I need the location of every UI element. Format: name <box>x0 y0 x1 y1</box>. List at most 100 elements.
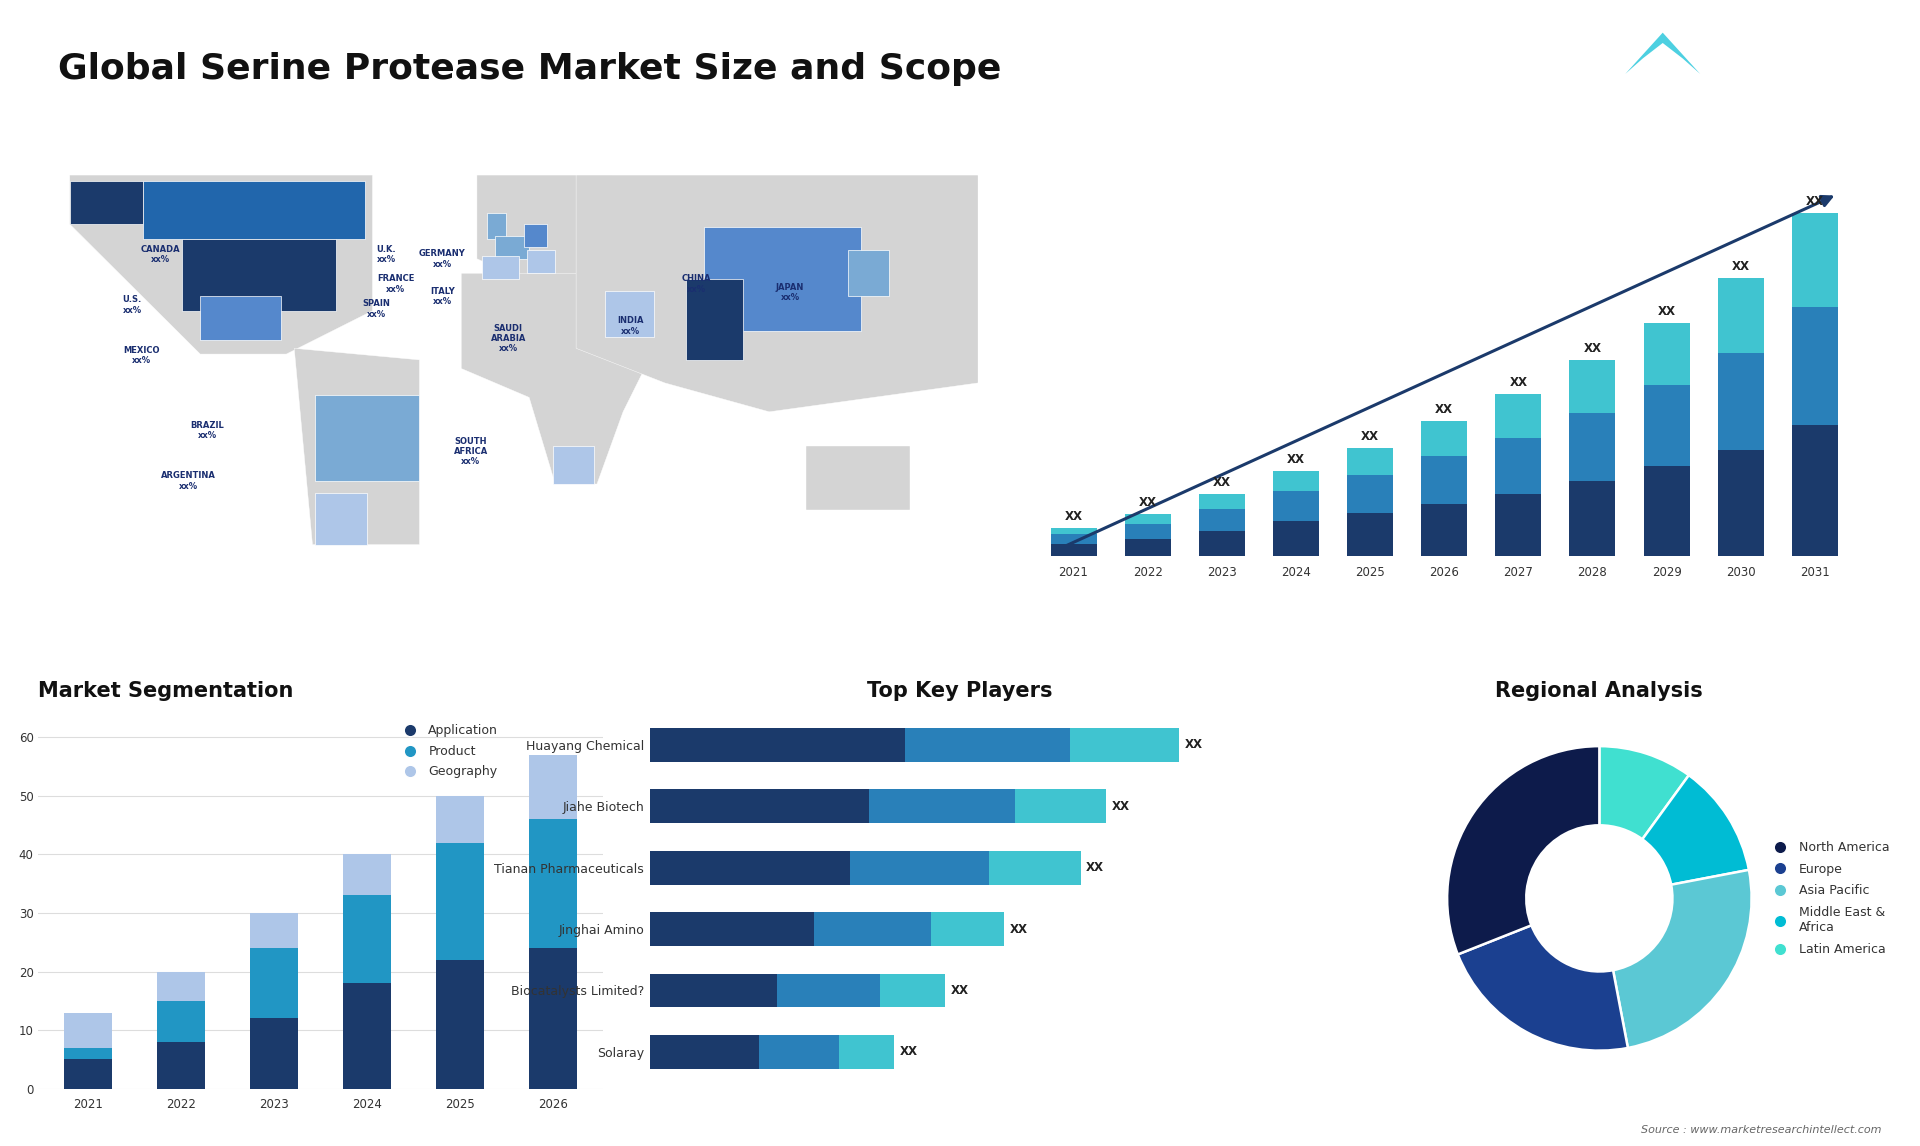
Bar <box>1644 323 1690 385</box>
Text: CANADA
xx%: CANADA xx% <box>140 245 180 265</box>
Bar <box>528 948 578 1089</box>
Text: CHINA
xx%: CHINA xx% <box>682 274 710 293</box>
Text: INTELLECT: INTELLECT <box>1718 85 1780 94</box>
Bar <box>157 1042 205 1089</box>
Wedge shape <box>1457 925 1628 1051</box>
Text: Source : www.marketresearchintellect.com: Source : www.marketresearchintellect.com <box>1642 1124 1882 1135</box>
Bar <box>436 842 484 960</box>
Bar <box>1569 360 1615 413</box>
Bar <box>1125 524 1171 539</box>
Bar <box>649 912 814 945</box>
Text: XX: XX <box>1657 305 1676 317</box>
Text: XX: XX <box>1087 861 1104 874</box>
Text: SOUTH
AFRICA
xx%: SOUTH AFRICA xx% <box>453 437 488 466</box>
Title: Regional Analysis: Regional Analysis <box>1496 681 1703 701</box>
Bar <box>1273 521 1319 556</box>
Bar <box>528 755 578 819</box>
Bar <box>778 974 879 1007</box>
Title: Top Key Players: Top Key Players <box>868 681 1052 701</box>
Polygon shape <box>495 236 530 259</box>
Text: XX: XX <box>1185 738 1202 752</box>
Wedge shape <box>1599 746 1690 839</box>
Bar <box>1569 481 1615 556</box>
Bar <box>1569 413 1615 481</box>
Polygon shape <box>461 273 651 484</box>
Bar <box>1496 438 1542 494</box>
Bar <box>63 1047 113 1059</box>
Bar <box>1421 422 1467 456</box>
Bar <box>528 819 578 948</box>
Polygon shape <box>482 256 518 278</box>
Bar <box>904 728 1069 762</box>
Polygon shape <box>605 291 655 337</box>
Bar <box>1718 450 1764 556</box>
Bar <box>1348 448 1394 476</box>
Text: U.S.
xx%: U.S. xx% <box>123 296 142 315</box>
Bar <box>1791 307 1837 425</box>
Bar <box>1718 353 1764 450</box>
Bar <box>1050 527 1096 534</box>
Bar <box>851 850 989 885</box>
Polygon shape <box>69 175 372 354</box>
Bar <box>649 974 778 1007</box>
Text: U.K.
xx%: U.K. xx% <box>376 245 396 265</box>
Bar <box>839 1035 895 1069</box>
Text: BRAZIL
xx%: BRAZIL xx% <box>190 421 225 440</box>
Text: XX: XX <box>1286 454 1306 466</box>
Polygon shape <box>705 227 860 331</box>
Polygon shape <box>69 181 142 225</box>
Bar <box>436 960 484 1089</box>
Polygon shape <box>1624 33 1701 73</box>
Bar <box>649 1035 758 1069</box>
Bar <box>1198 494 1244 509</box>
Text: Global Serine Protease Market Size and Scope: Global Serine Protease Market Size and S… <box>58 52 1000 86</box>
Text: XX: XX <box>1807 195 1824 209</box>
Text: SAUDI
ARABIA
xx%: SAUDI ARABIA xx% <box>490 323 526 353</box>
Bar <box>1421 504 1467 556</box>
Bar <box>63 1013 113 1047</box>
Bar <box>758 1035 839 1069</box>
Bar <box>250 948 298 1019</box>
Text: XX: XX <box>950 984 970 997</box>
Bar <box>1421 456 1467 504</box>
Bar <box>63 1059 113 1089</box>
Bar <box>157 972 205 1000</box>
Polygon shape <box>553 447 595 484</box>
Wedge shape <box>1613 870 1751 1047</box>
Text: XX: XX <box>1732 260 1749 273</box>
Wedge shape <box>1642 775 1749 885</box>
Text: XX: XX <box>1010 923 1027 935</box>
Text: GERMANY
xx%: GERMANY xx% <box>419 249 467 268</box>
Bar <box>250 913 298 948</box>
Text: RESEARCH: RESEARCH <box>1718 64 1780 73</box>
Bar <box>649 790 868 823</box>
Text: XX: XX <box>1434 403 1453 416</box>
Polygon shape <box>200 297 280 339</box>
Bar <box>250 1019 298 1089</box>
Bar <box>1273 471 1319 492</box>
Bar <box>436 796 484 842</box>
Bar <box>1348 512 1394 556</box>
Bar <box>1198 509 1244 532</box>
Bar <box>1718 278 1764 353</box>
Bar <box>931 912 1004 945</box>
Text: JAPAN
xx%: JAPAN xx% <box>776 283 804 303</box>
Bar <box>344 855 392 895</box>
Bar <box>344 895 392 983</box>
Bar <box>814 912 931 945</box>
Text: XX: XX <box>1213 476 1231 489</box>
Bar <box>1069 728 1179 762</box>
Bar <box>1050 543 1096 556</box>
Polygon shape <box>526 250 555 273</box>
Text: MARKET: MARKET <box>1718 44 1766 53</box>
Text: XX: XX <box>900 1045 918 1059</box>
Text: XX: XX <box>1584 343 1601 355</box>
Bar <box>1198 532 1244 556</box>
Polygon shape <box>847 250 889 297</box>
Bar <box>868 790 1016 823</box>
Bar <box>1348 476 1394 512</box>
Bar <box>1791 213 1837 307</box>
Polygon shape <box>685 278 743 360</box>
Polygon shape <box>315 394 419 481</box>
Polygon shape <box>182 238 336 311</box>
